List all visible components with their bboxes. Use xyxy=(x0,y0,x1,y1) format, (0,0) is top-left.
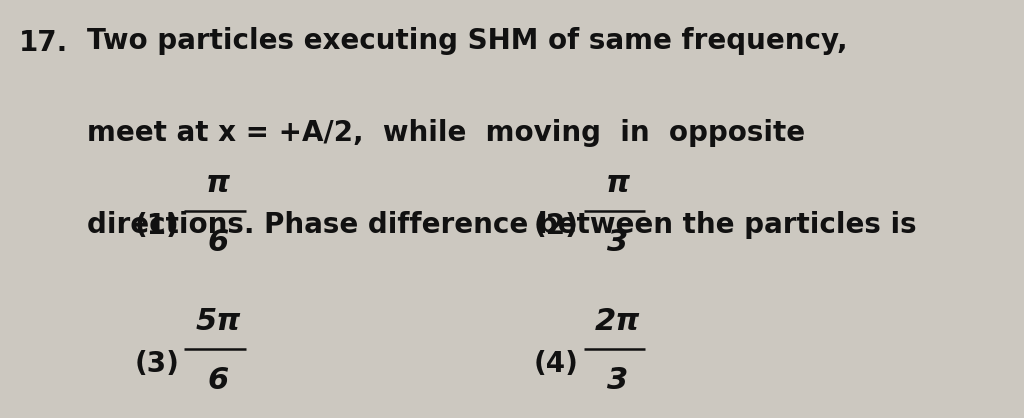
Text: (1): (1) xyxy=(134,212,179,240)
Text: Two particles executing SHM of same frequency,: Two particles executing SHM of same freq… xyxy=(87,27,848,55)
Text: 2π: 2π xyxy=(595,307,640,336)
Text: 6: 6 xyxy=(208,228,228,257)
Text: directions. Phase difference between the particles is: directions. Phase difference between the… xyxy=(87,211,916,239)
Text: (4): (4) xyxy=(534,350,579,377)
Text: 6: 6 xyxy=(208,366,228,395)
Text: 3: 3 xyxy=(607,366,628,395)
Text: (3): (3) xyxy=(134,350,179,377)
Text: meet at x = +A/2,  while  moving  in  opposite: meet at x = +A/2, while moving in opposi… xyxy=(87,119,805,147)
Text: π: π xyxy=(206,169,230,199)
Text: 3: 3 xyxy=(607,228,628,257)
Text: 17.: 17. xyxy=(18,29,68,57)
Text: π: π xyxy=(605,169,630,199)
Text: (2): (2) xyxy=(534,212,579,240)
Text: 5π: 5π xyxy=(196,307,241,336)
